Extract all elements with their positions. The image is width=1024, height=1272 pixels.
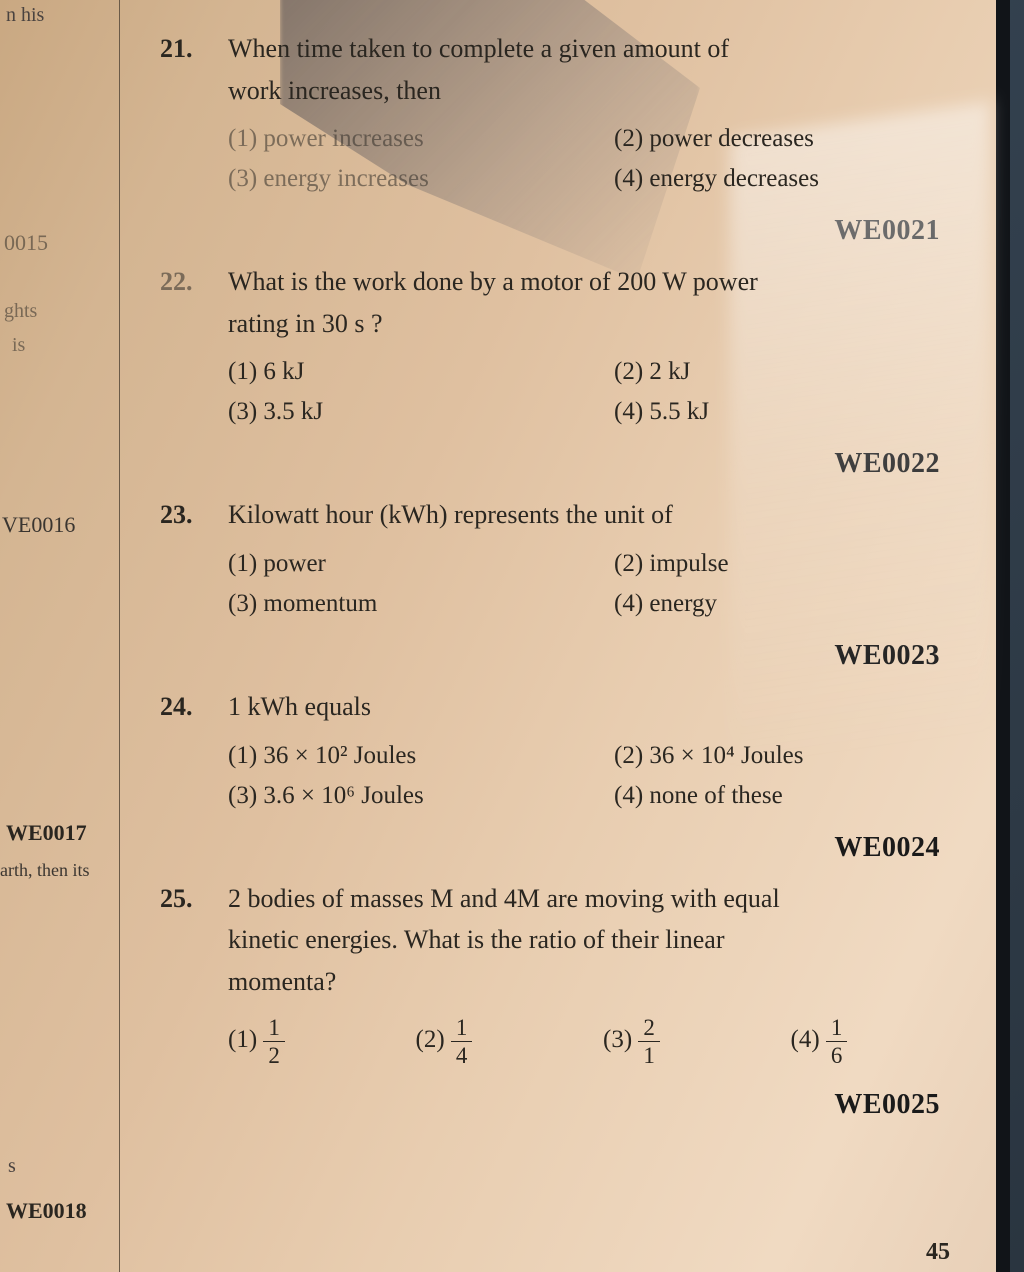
fraction: 2 1 [638,1016,660,1067]
question-text: When time taken to complete a given amou… [228,28,970,111]
option: (2) impulse [614,550,970,578]
question-number: 23. [160,494,206,536]
option: (2) 36 × 10⁴ Joules [614,742,970,770]
question-code: WE0025 [160,1089,940,1121]
option: (4) 5.5 kJ [614,398,970,426]
left-label: WE0017 [6,820,87,846]
fraction: 1 2 [263,1016,285,1067]
option: (4) energy decreases [614,165,970,193]
option: (2) 2 kJ [614,358,970,386]
numerator: 2 [638,1016,660,1042]
denominator: 6 [826,1042,848,1067]
page-number: 45 [926,1239,950,1266]
question-code: WE0024 [160,832,940,864]
question-24: 24. 1 kWh equals (1) 36 × 10² Joules (2)… [160,686,970,810]
question-code: WE0023 [160,640,940,672]
options: (1) power increases (2) power decreases … [228,125,970,193]
option: (3) 2 1 [603,1016,783,1067]
question-text: What is the work done by a motor of 200 … [228,261,970,344]
question-text: 1 kWh equals [228,686,970,728]
question-number: 24. [160,686,206,728]
left-label: arth, then its [0,860,89,881]
options: (1) 36 × 10² Joules (2) 36 × 10⁴ Joules … [228,742,970,810]
fraction: 1 4 [451,1016,473,1067]
question-25: 25. 2 bodies of masses M and 4M are movi… [160,878,970,1068]
option: (1) power [228,550,584,578]
question-code: WE0022 [160,448,940,480]
left-label: n his [6,4,44,27]
options: (1) 6 kJ (2) 2 kJ (3) 3.5 kJ (4) 5.5 kJ [228,358,970,426]
option: (3) 3.6 × 10⁶ Joules [228,782,584,810]
left-label: ghts [4,300,37,323]
question-line: work increases, then [228,76,441,105]
option: (4) none of these [614,782,970,810]
option: (2) power decreases [614,125,970,153]
options: (1) 1 2 (2) 1 4 (3) 2 [228,1016,970,1067]
left-label: VE0016 [2,512,75,538]
left-label: is [12,334,25,357]
option: (4) 1 6 [791,1016,971,1067]
option-prefix: (2) [416,1027,451,1054]
numerator: 1 [263,1016,285,1042]
option: (3) momentum [228,590,584,618]
option: (1) 36 × 10² Joules [228,742,584,770]
right-edge [996,0,1010,1272]
option-prefix: (4) [791,1027,826,1054]
option: (1) power increases [228,125,584,153]
question-code: WE0021 [160,215,940,247]
option-prefix: (3) [603,1027,638,1054]
question-line: What is the work done by a motor of 200 … [228,267,758,296]
left-column: n his 0015 ghts is VE0016 WE0017 arth, t… [0,0,120,1272]
question-line: When time taken to complete a given amou… [228,34,729,63]
question-21: 21. When time taken to complete a given … [160,28,970,193]
question-line: 2 bodies of masses M and 4M are moving w… [228,884,780,913]
question-line: momenta? [228,967,336,996]
left-label: WE0018 [6,1198,87,1224]
question-22: 22. What is the work done by a motor of … [160,261,970,426]
options: (1) power (2) impulse (3) momentum (4) e… [228,550,970,618]
denominator: 1 [638,1042,660,1067]
question-text: 2 bodies of masses M and 4M are moving w… [228,878,970,1003]
option-prefix: (1) [228,1027,263,1054]
question-number: 25. [160,878,206,1003]
option: (1) 6 kJ [228,358,584,386]
numerator: 1 [451,1016,473,1042]
main-content: 21. When time taken to complete a given … [120,0,1010,1272]
left-label: s [8,1155,16,1178]
option: (4) energy [614,590,970,618]
question-line: rating in 30 s ? [228,309,383,338]
numerator: 1 [826,1016,848,1042]
option: (3) 3.5 kJ [228,398,584,426]
denominator: 4 [451,1042,473,1067]
left-label: 0015 [4,230,48,256]
option: (3) energy increases [228,165,584,193]
question-number: 22. [160,261,206,344]
question-23: 23. Kilowatt hour (kWh) represents the u… [160,494,970,618]
page: n his 0015 ghts is VE0016 WE0017 arth, t… [0,0,1010,1272]
option: (2) 1 4 [416,1016,596,1067]
question-line: kinetic energies. What is the ratio of t… [228,925,724,954]
question-number: 21. [160,28,206,111]
option: (1) 1 2 [228,1016,408,1067]
denominator: 2 [263,1042,285,1067]
question-text: Kilowatt hour (kWh) represents the unit … [228,494,970,536]
fraction: 1 6 [826,1016,848,1067]
